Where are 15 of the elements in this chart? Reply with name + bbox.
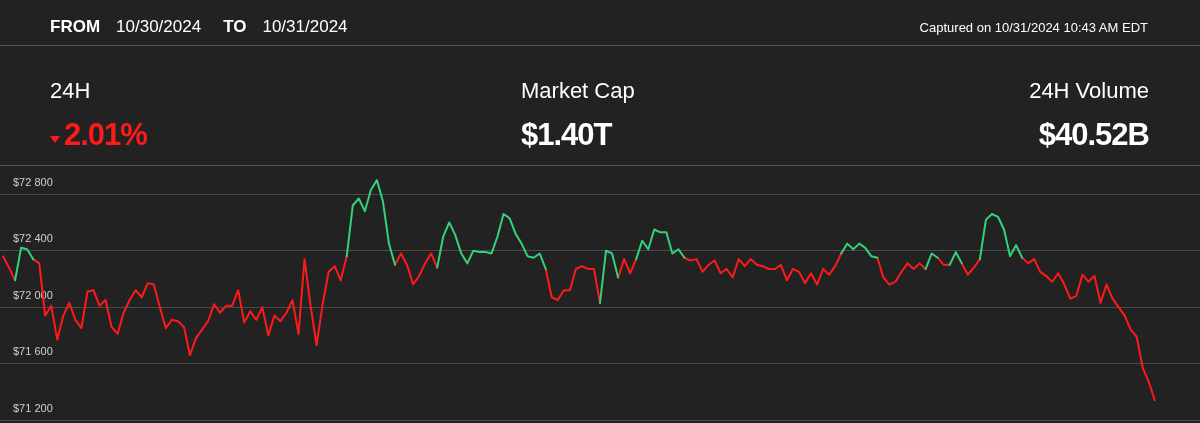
text: 2.01% xyxy=(64,117,147,153)
y-tick-label: $72 400 xyxy=(13,232,53,245)
text: $40.52B xyxy=(1038,117,1149,153)
text: Captured on 10/31/2024 10:43 AM EDT xyxy=(919,20,1148,35)
y-tick-label: $71 600 xyxy=(13,345,53,358)
text: TO xyxy=(223,17,247,37)
text: 24H xyxy=(50,78,91,104)
text: 10/30/2024 xyxy=(116,17,202,37)
text: Market Cap xyxy=(521,78,635,104)
text: FROM xyxy=(50,17,101,37)
text: 24H Volume xyxy=(1029,78,1149,104)
text: 10/31/2024 xyxy=(262,17,348,37)
y-tick-label: $72 800 xyxy=(13,175,53,188)
y-tick-label: $71 200 xyxy=(13,401,53,414)
text: $1.40T xyxy=(521,117,612,153)
